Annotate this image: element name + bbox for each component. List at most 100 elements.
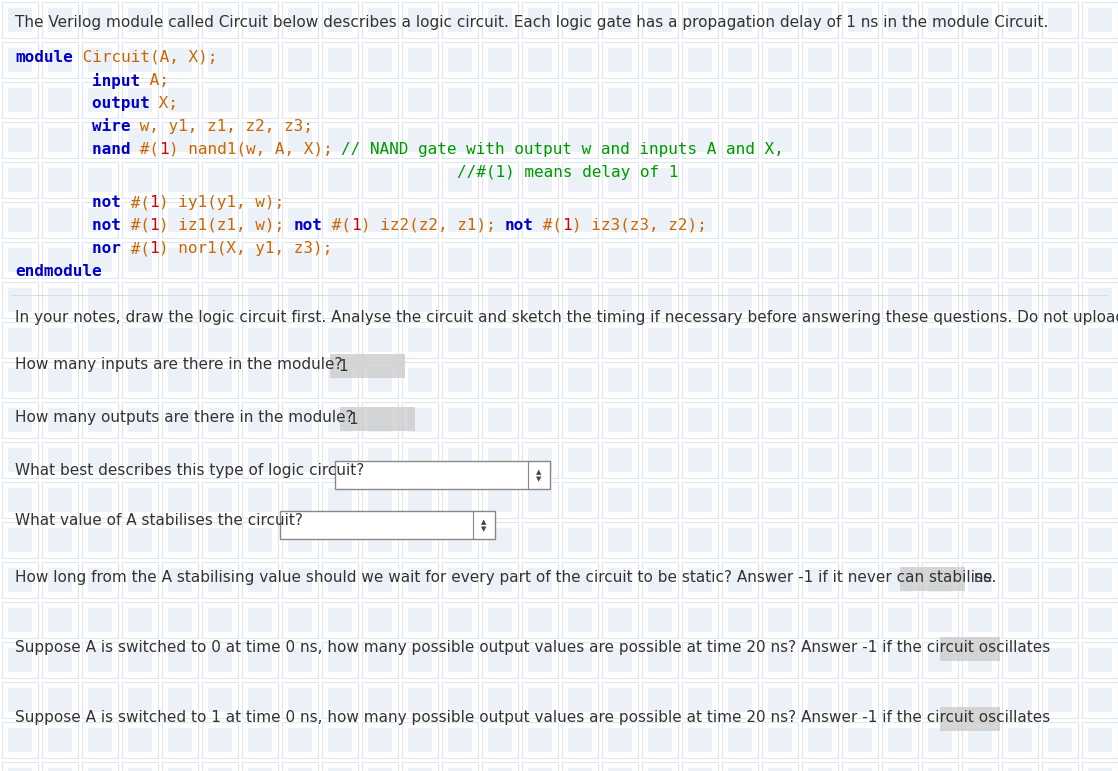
Text: ) nor1(X, y1, z3);: ) nor1(X, y1, z3); xyxy=(159,241,332,256)
Bar xyxy=(922,242,958,278)
Bar xyxy=(648,768,672,771)
Bar xyxy=(241,362,278,398)
Bar xyxy=(1002,282,1038,318)
Bar xyxy=(847,488,872,512)
Bar xyxy=(208,728,233,752)
Bar xyxy=(728,488,752,512)
Bar xyxy=(208,568,233,592)
Bar xyxy=(928,728,953,752)
Text: ▼: ▼ xyxy=(482,526,486,532)
Bar xyxy=(122,362,158,398)
Bar xyxy=(808,48,832,72)
Bar xyxy=(2,562,38,598)
Bar xyxy=(202,642,238,678)
Bar xyxy=(208,768,233,771)
Bar xyxy=(322,642,358,678)
Bar xyxy=(888,608,912,632)
Bar xyxy=(88,688,112,712)
Bar xyxy=(1088,88,1112,112)
Bar xyxy=(768,768,792,771)
Bar xyxy=(847,648,872,672)
Bar xyxy=(208,288,233,312)
Bar xyxy=(888,528,912,552)
Bar xyxy=(288,728,312,752)
Bar xyxy=(682,602,718,638)
Bar xyxy=(562,242,598,278)
Bar xyxy=(202,442,238,478)
Bar xyxy=(961,42,998,78)
Bar xyxy=(241,562,278,598)
Bar xyxy=(608,288,632,312)
Bar xyxy=(408,408,432,432)
Bar xyxy=(1048,368,1072,392)
Bar xyxy=(1088,688,1112,712)
Bar xyxy=(1088,568,1112,592)
Bar xyxy=(1042,202,1078,238)
Bar xyxy=(82,682,119,718)
Bar xyxy=(1048,328,1072,352)
Bar xyxy=(402,442,438,478)
Bar xyxy=(408,688,432,712)
Bar xyxy=(127,328,152,352)
Bar xyxy=(728,368,752,392)
Bar xyxy=(808,648,832,672)
Bar xyxy=(728,88,752,112)
Bar xyxy=(1002,682,1038,718)
Bar xyxy=(847,448,872,472)
Bar xyxy=(1082,522,1118,558)
Bar xyxy=(282,242,318,278)
Bar xyxy=(601,282,638,318)
Bar xyxy=(961,82,998,118)
Bar xyxy=(2,762,38,771)
Bar xyxy=(241,122,278,158)
Bar xyxy=(322,162,358,198)
Text: nor: nor xyxy=(15,241,121,256)
Bar xyxy=(408,288,432,312)
Bar xyxy=(688,48,712,72)
Bar xyxy=(282,322,318,358)
Bar xyxy=(768,208,792,232)
Bar xyxy=(8,168,32,192)
Bar xyxy=(8,248,32,272)
Bar xyxy=(528,448,552,472)
Bar xyxy=(328,288,352,312)
Bar xyxy=(408,648,432,672)
Bar xyxy=(882,682,918,718)
Bar xyxy=(842,402,878,438)
Bar xyxy=(688,368,712,392)
Bar xyxy=(1082,42,1118,78)
Bar xyxy=(88,208,112,232)
Bar xyxy=(88,48,112,72)
Bar xyxy=(762,82,798,118)
Bar xyxy=(362,242,398,278)
Bar xyxy=(688,568,712,592)
Bar xyxy=(682,322,718,358)
Bar xyxy=(1048,528,1072,552)
Bar xyxy=(762,322,798,358)
Bar xyxy=(248,328,272,352)
Bar xyxy=(722,282,758,318)
Bar xyxy=(608,688,632,712)
Bar xyxy=(528,528,552,552)
Bar xyxy=(648,528,672,552)
Bar xyxy=(482,482,518,518)
Bar xyxy=(922,42,958,78)
Bar xyxy=(408,768,432,771)
Bar xyxy=(241,2,278,38)
Bar xyxy=(408,728,432,752)
Bar xyxy=(402,122,438,158)
Bar xyxy=(802,362,838,398)
Bar xyxy=(802,602,838,638)
Bar xyxy=(682,42,718,78)
Bar xyxy=(648,128,672,152)
Bar xyxy=(882,722,918,758)
Bar xyxy=(1088,8,1112,32)
Bar xyxy=(808,168,832,192)
Bar xyxy=(322,2,358,38)
Bar xyxy=(248,128,272,152)
Bar xyxy=(1008,208,1032,232)
Bar xyxy=(1082,362,1118,398)
Bar xyxy=(1082,442,1118,478)
Bar xyxy=(168,408,192,432)
Bar xyxy=(682,642,718,678)
